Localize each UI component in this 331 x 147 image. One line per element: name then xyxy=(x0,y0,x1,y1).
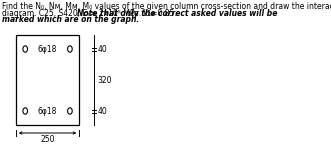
Text: 40: 40 xyxy=(97,45,107,54)
Circle shape xyxy=(23,46,27,52)
Text: 6φ18: 6φ18 xyxy=(38,45,57,54)
Circle shape xyxy=(68,46,72,52)
Text: marked which are on the graph.: marked which are on the graph. xyxy=(2,15,139,24)
Text: Note that only the correct asked values will be: Note that only the correct asked values … xyxy=(77,9,277,17)
Circle shape xyxy=(23,108,27,114)
Text: diagram. C25, S420, Eₛ= 2x10⁵ MPa. k₁=0.85.: diagram. C25, S420, Eₛ= 2x10⁵ MPa. k₁=0.… xyxy=(2,9,179,17)
Text: 6φ18: 6φ18 xyxy=(38,106,57,116)
Bar xyxy=(16,35,79,125)
Text: Find the N₀, Nᴍ, Mᴍ, M₀ values of the given column cross-section and draw the in: Find the N₀, Nᴍ, Mᴍ, M₀ values of the gi… xyxy=(2,2,331,11)
Circle shape xyxy=(68,108,72,114)
Text: 40: 40 xyxy=(97,106,107,116)
Text: 250: 250 xyxy=(40,135,55,144)
Text: 320: 320 xyxy=(97,76,112,85)
